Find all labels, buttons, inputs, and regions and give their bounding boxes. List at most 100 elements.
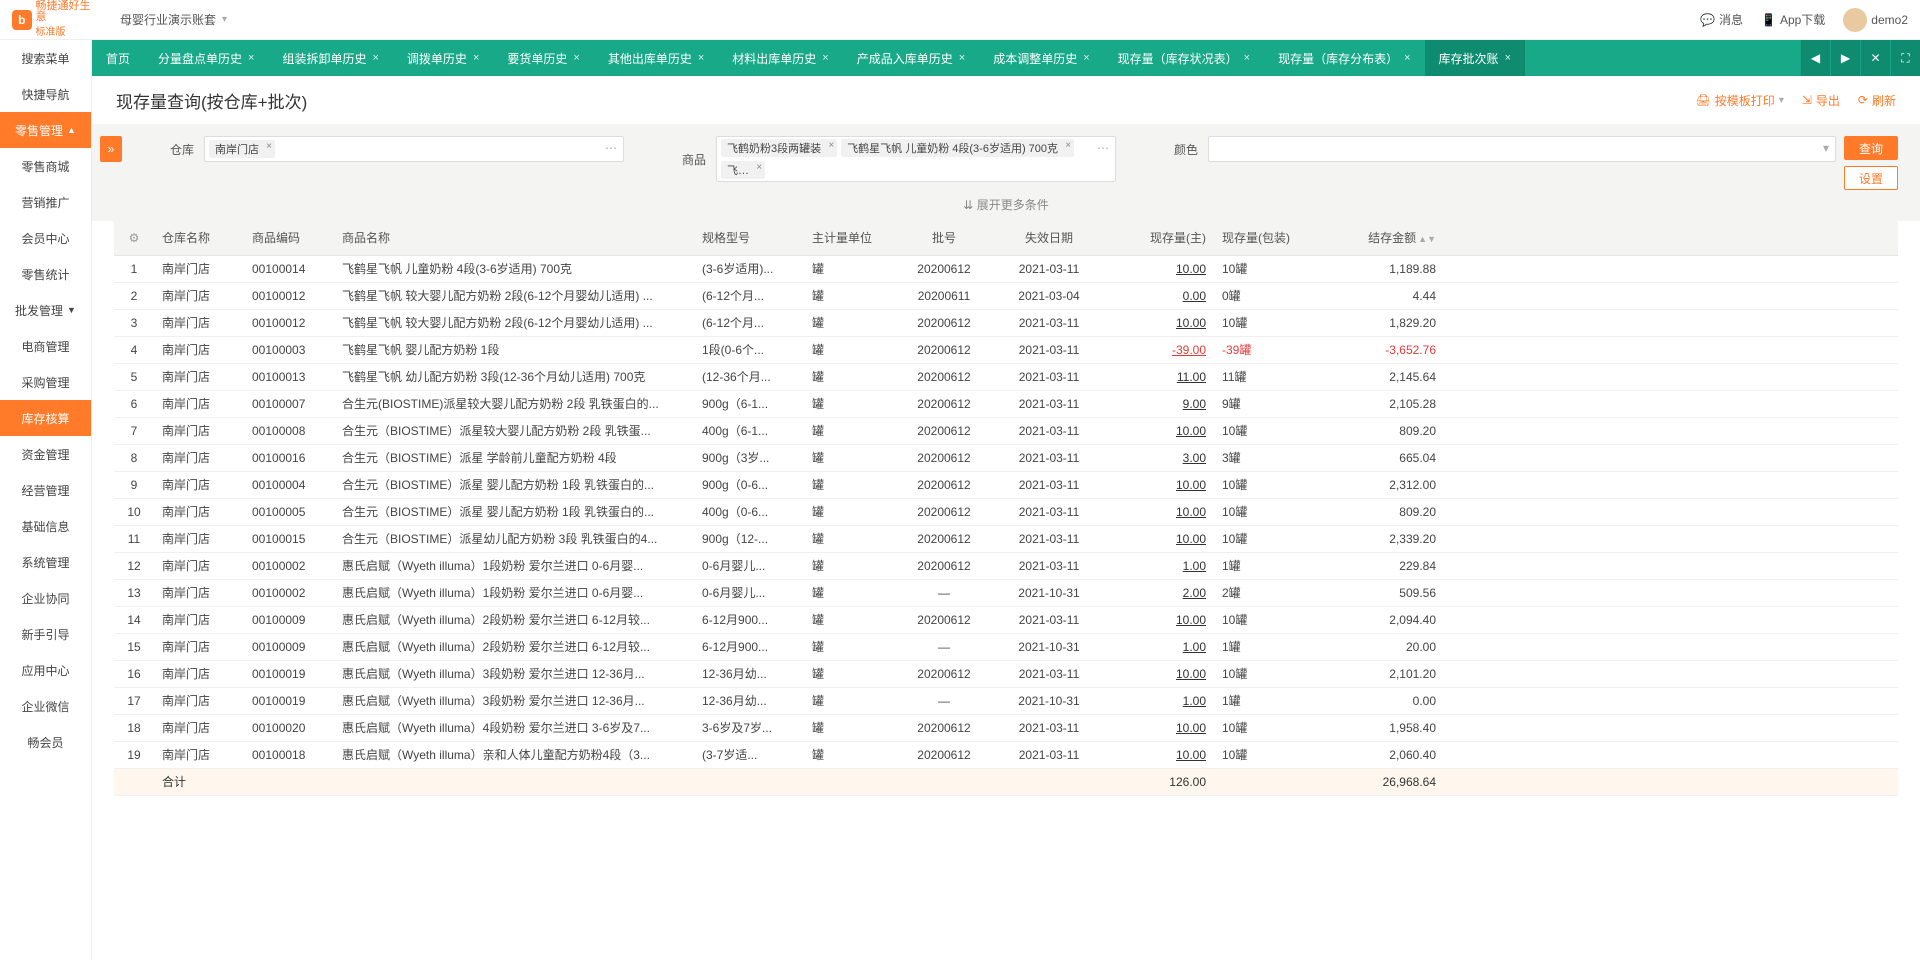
close-icon[interactable]: ×: [698, 52, 704, 64]
remove-chip-icon[interactable]: ×: [266, 141, 272, 152]
sidebar-item-purchase[interactable]: 采购管理: [0, 364, 91, 400]
tab[interactable]: 材料出库单历史×: [718, 40, 842, 76]
sidebar-item-funds[interactable]: 资金管理: [0, 436, 91, 472]
sidebar-item-marketing[interactable]: 营销推广: [0, 184, 91, 220]
remove-chip-icon[interactable]: ×: [1065, 140, 1071, 151]
tab[interactable]: 其他出库单历史×: [594, 40, 718, 76]
collapse-filters-button[interactable]: »: [100, 136, 122, 162]
table-row[interactable]: 3南岸门店00100012飞鹤星飞帆 较大婴儿配方奶粉 2段(6-12个月婴幼儿…: [114, 309, 1898, 336]
close-icon[interactable]: ×: [1505, 52, 1511, 64]
close-icon[interactable]: ×: [1404, 52, 1410, 64]
close-icon[interactable]: ×: [959, 52, 965, 64]
sidebar-item-apps[interactable]: 应用中心: [0, 652, 91, 688]
cell: 罐: [804, 498, 894, 525]
remove-chip-icon[interactable]: ×: [828, 140, 834, 151]
column-header[interactable]: ⚙: [114, 221, 154, 255]
table-row[interactable]: 15南岸门店00100009惠氏启赋（Wyeth illuma）2段奶粉 爱尔兰…: [114, 633, 1898, 660]
sidebar-item-member[interactable]: 会员中心: [0, 220, 91, 256]
sidebar-item-guide[interactable]: 新手引导: [0, 616, 91, 652]
table-row[interactable]: 18南岸门店00100020惠氏启赋（Wyeth illuma）4段奶粉 爱尔兰…: [114, 714, 1898, 741]
sidebar-item-biz[interactable]: 经营管理: [0, 472, 91, 508]
sidebar-item-retail-stats[interactable]: 零售统计: [0, 256, 91, 292]
color-filter-input[interactable]: ▾: [1208, 136, 1836, 162]
sidebar-item-wecom[interactable]: 企业微信: [0, 688, 91, 724]
sidebar-item-basics[interactable]: 基础信息: [0, 508, 91, 544]
sidebar-item-collab[interactable]: 企业协同: [0, 580, 91, 616]
remove-chip-icon[interactable]: ×: [756, 162, 762, 173]
cell: [1444, 714, 1898, 741]
sidebar-item-system[interactable]: 系统管理: [0, 544, 91, 580]
cell: 20200612: [894, 390, 994, 417]
sidebar-item-retail-mall[interactable]: 零售商城: [0, 148, 91, 184]
table-row[interactable]: 6南岸门店00100007合生元(BIOSTIME)派星较大婴儿配方奶粉 2段 …: [114, 390, 1898, 417]
tab[interactable]: 库存批次账×: [1425, 40, 1525, 76]
table-row[interactable]: 4南岸门店00100003飞鹤星飞帆 婴儿配方奶粉 1段1段(0-6个...罐2…: [114, 336, 1898, 363]
tab[interactable]: 现存量（库存分布表）×: [1264, 40, 1424, 76]
close-icon[interactable]: ×: [573, 52, 579, 64]
sidebar-item-retail-mgmt[interactable]: 零售管理▲: [0, 112, 91, 148]
warehouse-filter-input[interactable]: 南岸门店×⋯: [204, 136, 624, 162]
sidebar-item-inventory[interactable]: 库存核算: [0, 400, 91, 436]
close-icon[interactable]: ×: [473, 52, 479, 64]
table-row[interactable]: 19南岸门店00100018惠氏启赋（Wyeth illuma）亲和人体儿童配方…: [114, 741, 1898, 768]
tabs-close-all[interactable]: ✕: [1860, 40, 1890, 76]
gear-icon[interactable]: ⚙: [129, 231, 140, 245]
column-header[interactable]: 现存量(包装): [1214, 221, 1324, 255]
cell: 00100002: [244, 552, 334, 579]
sidebar-item-vip[interactable]: 畅会员: [0, 724, 91, 760]
refresh-button[interactable]: ⟳刷新: [1858, 92, 1896, 109]
table-row[interactable]: 2南岸门店00100012飞鹤星飞帆 较大婴儿配方奶粉 2段(6-12个月婴幼儿…: [114, 282, 1898, 309]
column-header[interactable]: 仓库名称: [154, 221, 244, 255]
close-icon[interactable]: ×: [248, 52, 254, 64]
tab[interactable]: 调拨单历史×: [393, 40, 493, 76]
tab[interactable]: 成本调整单历史×: [979, 40, 1103, 76]
app-download-link[interactable]: 📱App下载: [1761, 11, 1825, 28]
table-row[interactable]: 16南岸门店00100019惠氏启赋（Wyeth illuma）3段奶粉 爱尔兰…: [114, 660, 1898, 687]
messages-link[interactable]: 💬消息: [1700, 11, 1743, 28]
column-header[interactable]: 现存量(主): [1104, 221, 1214, 255]
tab[interactable]: 产成品入库单历史×: [843, 40, 979, 76]
tab[interactable]: 首页: [92, 40, 144, 76]
sidebar-item-quick-nav[interactable]: 快捷导航: [0, 76, 91, 112]
sidebar-item-ecom[interactable]: 电商管理: [0, 328, 91, 364]
close-icon[interactable]: ×: [1083, 52, 1089, 64]
table-row[interactable]: 10南岸门店00100005合生元（BIOSTIME）派星 婴儿配方奶粉 1段 …: [114, 498, 1898, 525]
tabs-fullscreen[interactable]: ⛶: [1890, 40, 1920, 76]
print-button[interactable]: 🖨按模板打印▾: [1696, 92, 1784, 109]
expand-conditions-button[interactable]: ⇊ 展开更多条件: [92, 190, 1920, 221]
column-header[interactable]: 批号: [894, 221, 994, 255]
sidebar-item-search-menu[interactable]: 搜索菜单: [0, 40, 91, 76]
tab[interactable]: 分量盘点单历史×: [144, 40, 268, 76]
product-filter-input[interactable]: 飞鹤奶粉3段两罐装×飞鹤星飞帆 儿童奶粉 4段(3-6岁适用) 700克×飞…×…: [716, 136, 1116, 182]
tabs-scroll-right[interactable]: ▶: [1830, 40, 1860, 76]
table-row[interactable]: 17南岸门店00100019惠氏启赋（Wyeth illuma）3段奶粉 爱尔兰…: [114, 687, 1898, 714]
column-header[interactable]: 失效日期: [994, 221, 1104, 255]
column-header[interactable]: 商品名称: [334, 221, 694, 255]
column-header[interactable]: 主计量单位: [804, 221, 894, 255]
account-selector[interactable]: 母婴行业演示账套 ▾: [120, 11, 227, 28]
table-row[interactable]: 14南岸门店00100009惠氏启赋（Wyeth illuma）2段奶粉 爱尔兰…: [114, 606, 1898, 633]
settings-button[interactable]: 设置: [1844, 166, 1898, 190]
close-icon[interactable]: ×: [822, 52, 828, 64]
tab[interactable]: 现存量（库存状况表）×: [1104, 40, 1264, 76]
column-header[interactable]: 规格型号: [694, 221, 804, 255]
table-row[interactable]: 1南岸门店00100014飞鹤星飞帆 儿童奶粉 4段(3-6岁适用) 700克(…: [114, 255, 1898, 282]
column-header[interactable]: 结存金额▲▼: [1324, 221, 1444, 255]
table-row[interactable]: 7南岸门店00100008合生元（BIOSTIME）派星较大婴儿配方奶粉 2段 …: [114, 417, 1898, 444]
table-row[interactable]: 9南岸门店00100004合生元（BIOSTIME）派星 婴儿配方奶粉 1段 乳…: [114, 471, 1898, 498]
column-header[interactable]: 商品编码: [244, 221, 334, 255]
tabs-scroll-left[interactable]: ◀: [1800, 40, 1830, 76]
user-menu[interactable]: demo2: [1843, 8, 1908, 32]
query-button[interactable]: 查询: [1844, 136, 1898, 160]
export-button[interactable]: ⇲导出: [1802, 92, 1840, 109]
table-row[interactable]: 5南岸门店00100013飞鹤星飞帆 幼儿配方奶粉 3段(12-36个月幼儿适用…: [114, 363, 1898, 390]
table-row[interactable]: 12南岸门店00100002惠氏启赋（Wyeth illuma）1段奶粉 爱尔兰…: [114, 552, 1898, 579]
close-icon[interactable]: ×: [372, 52, 378, 64]
table-row[interactable]: 8南岸门店00100016合生元（BIOSTIME）派星 学龄前儿童配方奶粉 4…: [114, 444, 1898, 471]
tab[interactable]: 要货单历史×: [493, 40, 593, 76]
close-icon[interactable]: ×: [1244, 52, 1250, 64]
sidebar-item-wholesale[interactable]: 批发管理▼: [0, 292, 91, 328]
tab[interactable]: 组装拆卸单历史×: [268, 40, 392, 76]
table-row[interactable]: 13南岸门店00100002惠氏启赋（Wyeth illuma）1段奶粉 爱尔兰…: [114, 579, 1898, 606]
table-row[interactable]: 11南岸门店00100015合生元（BIOSTIME）派星幼儿配方奶粉 3段 乳…: [114, 525, 1898, 552]
